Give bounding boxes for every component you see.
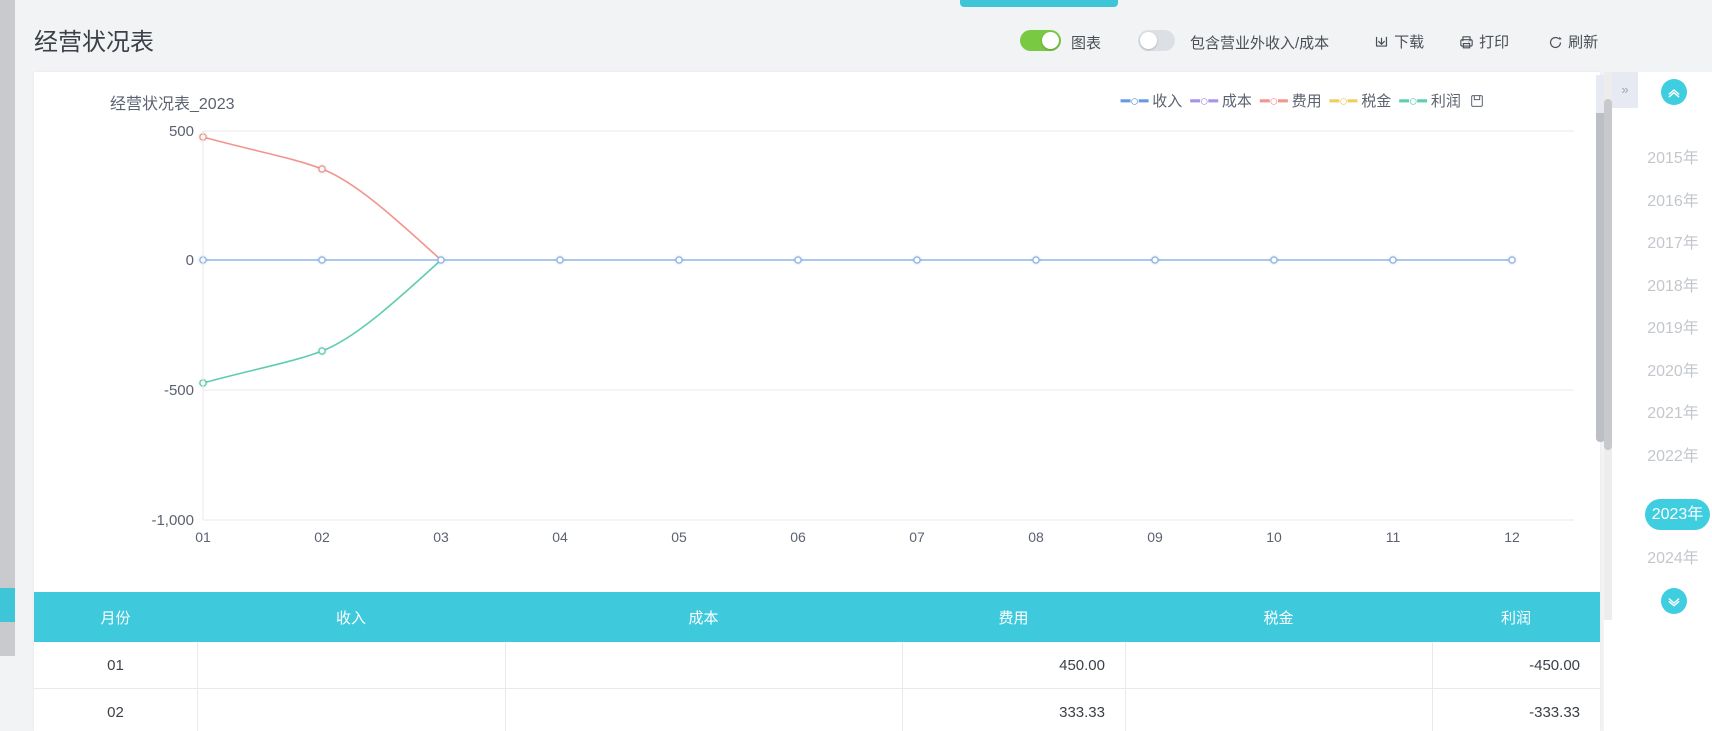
svg-text:05: 05 — [671, 529, 687, 545]
svg-text:0: 0 — [186, 252, 194, 269]
svg-text:500: 500 — [169, 123, 194, 140]
svg-text:09: 09 — [1147, 529, 1163, 545]
svg-text:06: 06 — [790, 529, 806, 545]
svg-text:04: 04 — [552, 529, 568, 545]
svg-text:10: 10 — [1266, 529, 1282, 545]
svg-text:03: 03 — [433, 529, 449, 545]
svg-text:01: 01 — [195, 529, 211, 545]
svg-text:11: 11 — [1386, 529, 1401, 545]
svg-text:08: 08 — [1028, 529, 1044, 545]
svg-text:-500: -500 — [164, 382, 194, 399]
svg-text:02: 02 — [314, 529, 330, 545]
svg-text:-1,000: -1,000 — [151, 512, 194, 529]
svg-text:12: 12 — [1504, 529, 1520, 545]
svg-text:07: 07 — [909, 529, 925, 545]
